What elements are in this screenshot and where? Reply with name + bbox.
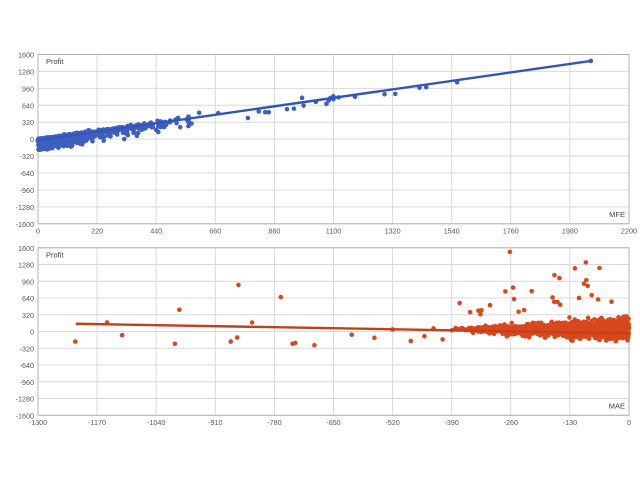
svg-text:-320: -320: [20, 152, 34, 161]
svg-text:Profit: Profit: [46, 250, 64, 259]
svg-text:0: 0: [30, 135, 34, 144]
svg-text:1280: 1280: [18, 67, 34, 76]
svg-text:2200: 2200: [621, 226, 637, 235]
svg-text:-390: -390: [445, 418, 459, 427]
svg-text:1280: 1280: [18, 261, 34, 270]
svg-text:1600: 1600: [18, 244, 34, 253]
svg-text:1600: 1600: [18, 51, 34, 60]
svg-text:320: 320: [22, 118, 34, 127]
svg-text:-130: -130: [563, 418, 577, 427]
svg-text:MFE: MFE: [609, 210, 625, 219]
svg-text:660: 660: [209, 226, 221, 235]
svg-text:0: 0: [36, 226, 40, 235]
svg-text:1540: 1540: [444, 226, 460, 235]
svg-text:-1040: -1040: [147, 418, 165, 427]
svg-text:960: 960: [22, 84, 34, 93]
svg-text:1760: 1760: [503, 226, 519, 235]
svg-text:0: 0: [30, 328, 34, 337]
svg-text:-260: -260: [504, 418, 518, 427]
svg-text:640: 640: [22, 294, 34, 303]
svg-text:-1280: -1280: [16, 203, 34, 212]
svg-text:1980: 1980: [562, 226, 578, 235]
svg-text:-640: -640: [20, 169, 34, 178]
svg-text:-520: -520: [385, 418, 399, 427]
svg-text:MAE: MAE: [609, 402, 625, 411]
svg-text:640: 640: [22, 101, 34, 110]
svg-text:-1300: -1300: [29, 418, 47, 427]
svg-text:-960: -960: [20, 186, 34, 195]
svg-text:440: 440: [150, 226, 162, 235]
svg-text:-320: -320: [20, 344, 34, 353]
svg-text:-650: -650: [326, 418, 340, 427]
svg-text:320: 320: [22, 311, 34, 320]
svg-text:-1280: -1280: [16, 395, 34, 404]
svg-text:220: 220: [91, 226, 103, 235]
svg-text:960: 960: [22, 277, 34, 286]
svg-text:Profit: Profit: [46, 57, 64, 66]
svg-text:-960: -960: [20, 378, 34, 387]
svg-text:1100: 1100: [326, 226, 341, 235]
svg-text:-1170: -1170: [88, 418, 106, 427]
svg-text:0: 0: [627, 418, 631, 427]
svg-text:-780: -780: [267, 418, 281, 427]
svg-text:-1600: -1600: [16, 220, 34, 229]
svg-text:880: 880: [268, 226, 280, 235]
svg-text:1320: 1320: [385, 226, 401, 235]
svg-text:-910: -910: [208, 418, 222, 427]
svg-text:-640: -640: [20, 361, 34, 370]
